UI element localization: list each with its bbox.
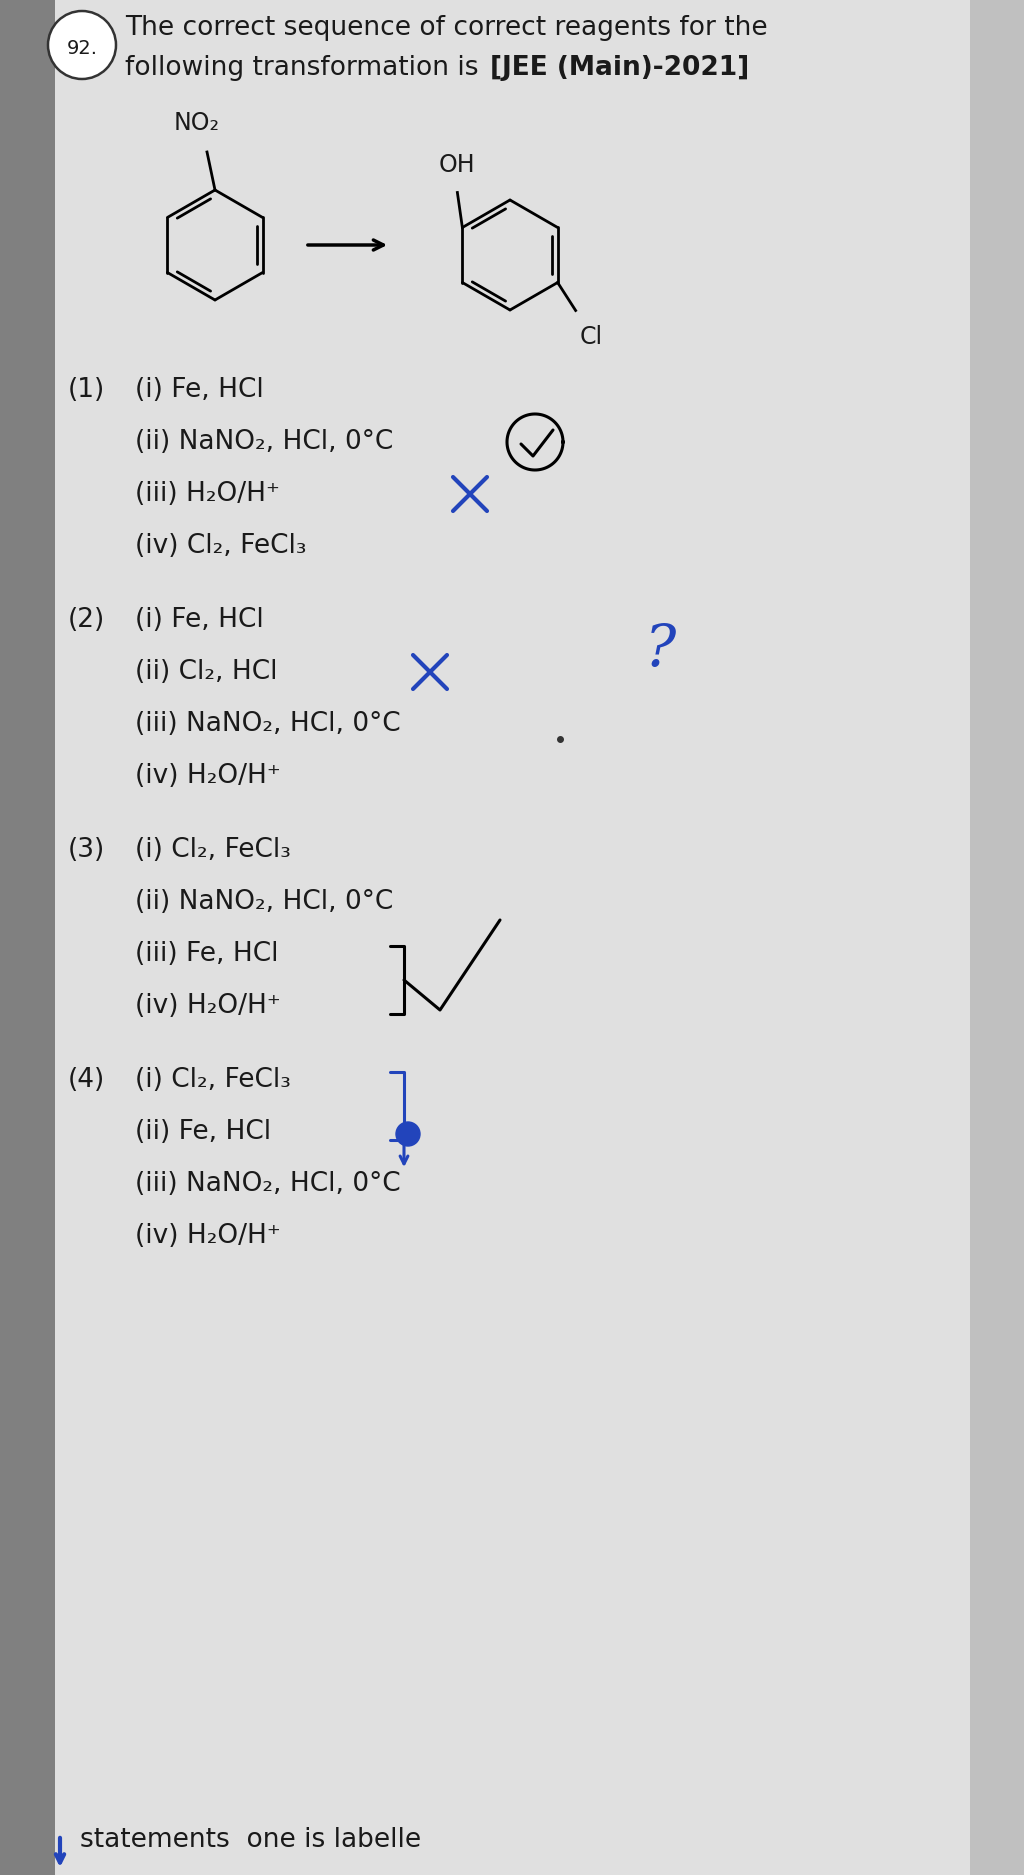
Text: (ii) Cl₂, HCl: (ii) Cl₂, HCl (135, 658, 278, 684)
Text: (4): (4) (68, 1067, 105, 1093)
Text: (ii) NaNO₂, HCl, 0°C: (ii) NaNO₂, HCl, 0°C (135, 429, 393, 456)
Bar (0, 0, 55, 1875)
Text: Cl: Cl (580, 324, 603, 349)
Text: The correct sequence of correct reagents for the: The correct sequence of correct reagents… (125, 15, 768, 41)
Text: statements  one is labelle: statements one is labelle (80, 1826, 421, 1852)
Text: (i) Cl₂, FeCl₃: (i) Cl₂, FeCl₃ (135, 836, 291, 862)
Text: (ii) Fe, HCl: (ii) Fe, HCl (135, 1119, 271, 1146)
Text: (iii) Fe, HCl: (iii) Fe, HCl (135, 941, 279, 968)
Text: (iv) H₂O/H⁺: (iv) H₂O/H⁺ (135, 1222, 281, 1249)
Circle shape (396, 1121, 420, 1146)
Text: OH: OH (439, 154, 476, 178)
Text: (iv) H₂O/H⁺: (iv) H₂O/H⁺ (135, 994, 281, 1018)
Text: 92.: 92. (67, 39, 97, 58)
Text: (2): (2) (68, 608, 105, 634)
Text: (1): (1) (68, 377, 105, 403)
Text: (3): (3) (68, 836, 105, 862)
Text: (iii) NaNO₂, HCl, 0°C: (iii) NaNO₂, HCl, 0°C (135, 1172, 400, 1196)
Text: (ii) NaNO₂, HCl, 0°C: (ii) NaNO₂, HCl, 0°C (135, 889, 393, 915)
Circle shape (48, 11, 116, 79)
Text: [JEE (Main)-2021]: [JEE (Main)-2021] (490, 54, 750, 81)
Bar (970, 0, 1024, 1875)
Text: (i) Fe, HCl: (i) Fe, HCl (135, 608, 264, 634)
Text: (i) Cl₂, FeCl₃: (i) Cl₂, FeCl₃ (135, 1067, 291, 1093)
Text: (i) Fe, HCl: (i) Fe, HCl (135, 377, 264, 403)
Text: NO₂: NO₂ (174, 111, 220, 135)
Text: (iv) Cl₂, FeCl₃: (iv) Cl₂, FeCl₃ (135, 532, 306, 559)
Text: following transformation is: following transformation is (125, 54, 478, 81)
Text: ?: ? (644, 622, 676, 679)
Text: (iv) H₂O/H⁺: (iv) H₂O/H⁺ (135, 763, 281, 789)
Text: (iii) H₂O/H⁺: (iii) H₂O/H⁺ (135, 482, 280, 506)
Text: (iii) NaNO₂, HCl, 0°C: (iii) NaNO₂, HCl, 0°C (135, 711, 400, 737)
